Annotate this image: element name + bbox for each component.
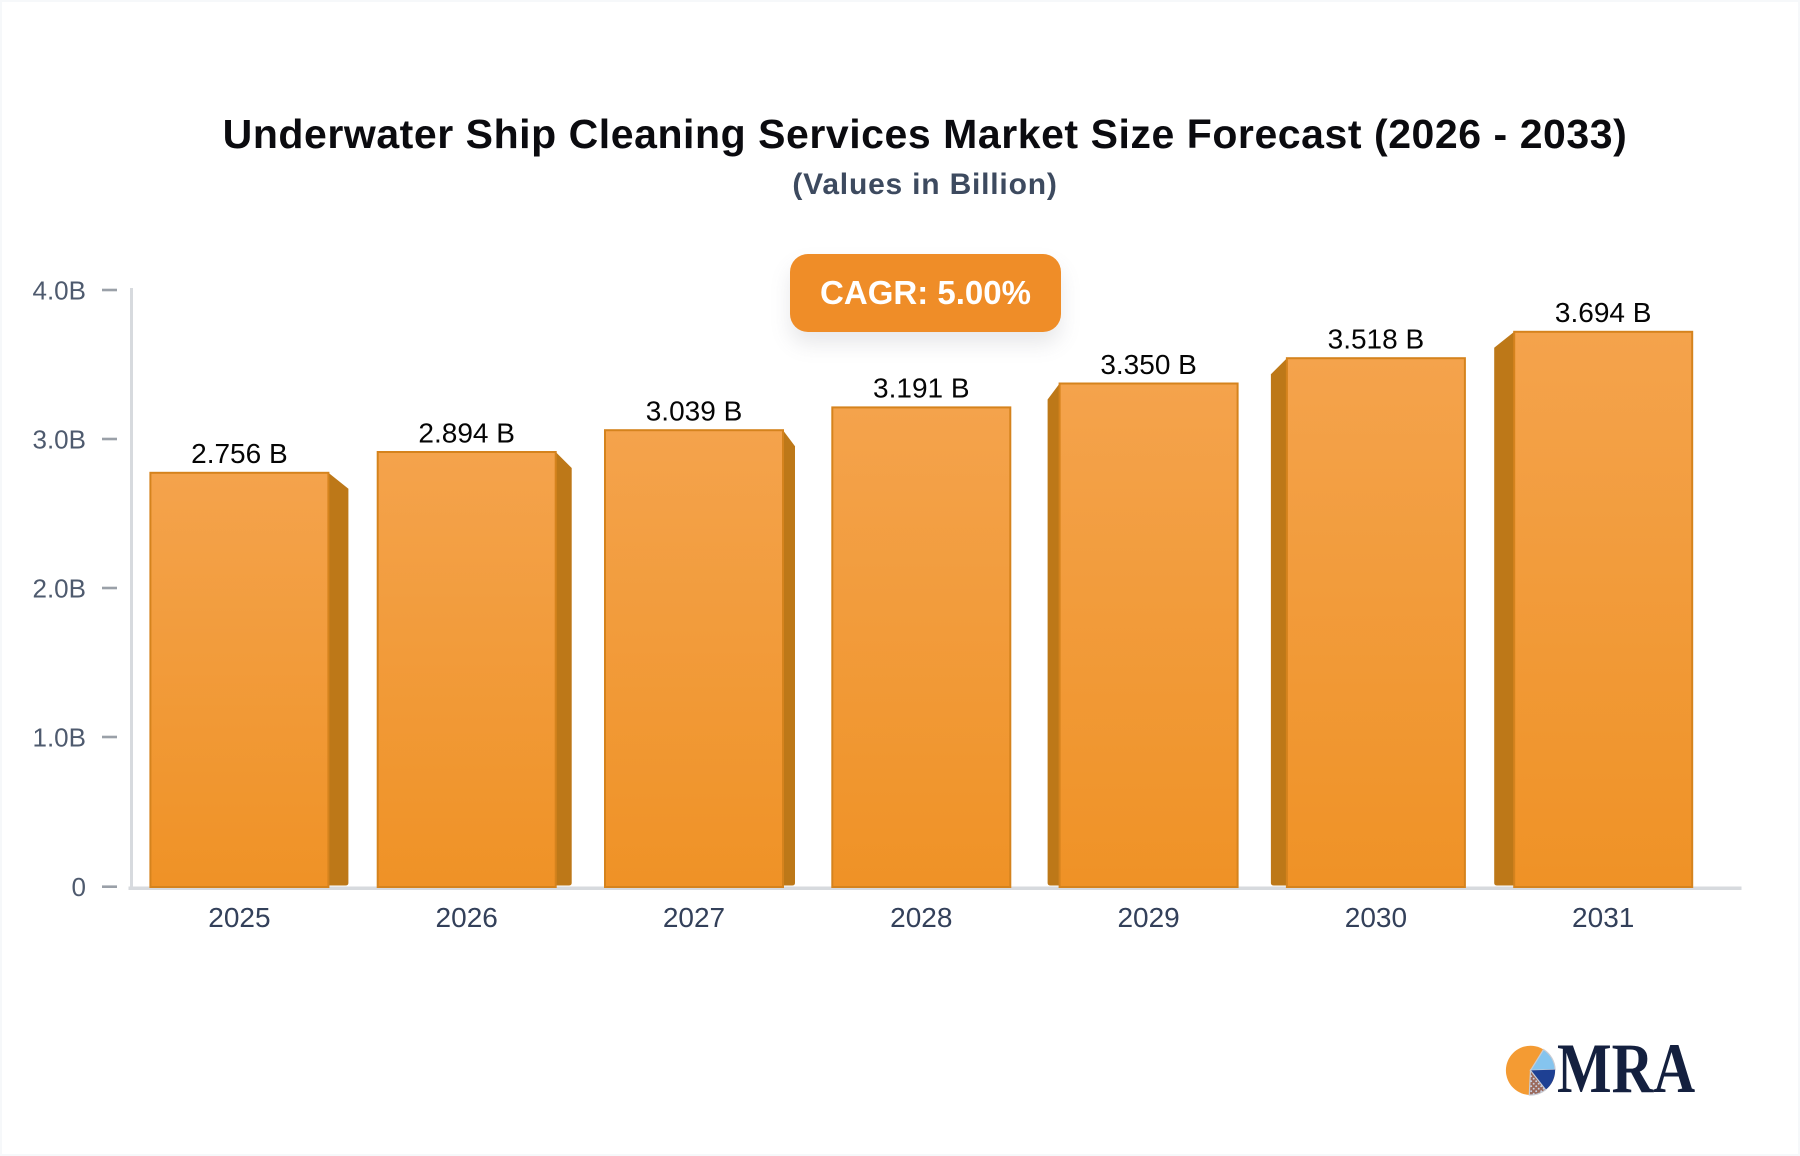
svg-text:2030: 2030 bbox=[1345, 902, 1407, 933]
svg-text:3.191 B: 3.191 B bbox=[873, 373, 970, 404]
svg-text:2031: 2031 bbox=[1572, 902, 1634, 933]
svg-text:2025: 2025 bbox=[208, 902, 270, 933]
svg-text:2028: 2028 bbox=[890, 902, 952, 933]
svg-text:2.756 B: 2.756 B bbox=[191, 438, 288, 469]
svg-text:2.0B: 2.0B bbox=[33, 573, 87, 603]
svg-text:3.518 B: 3.518 B bbox=[1328, 324, 1425, 355]
svg-text:2.894 B: 2.894 B bbox=[418, 417, 515, 448]
svg-text:2029: 2029 bbox=[1117, 902, 1179, 933]
svg-text:4.0B: 4.0B bbox=[33, 275, 87, 305]
svg-text:1.0B: 1.0B bbox=[33, 722, 87, 752]
svg-text:2026: 2026 bbox=[436, 902, 498, 933]
svg-text:MRA: MRA bbox=[1557, 1030, 1695, 1109]
svg-text:0: 0 bbox=[72, 872, 86, 902]
svg-text:3.0B: 3.0B bbox=[33, 424, 87, 454]
svg-text:3.350 B: 3.350 B bbox=[1100, 349, 1197, 380]
svg-text:3.039 B: 3.039 B bbox=[646, 396, 743, 427]
svg-text:3.694 B: 3.694 B bbox=[1555, 297, 1652, 328]
svg-text:2027: 2027 bbox=[663, 902, 725, 933]
